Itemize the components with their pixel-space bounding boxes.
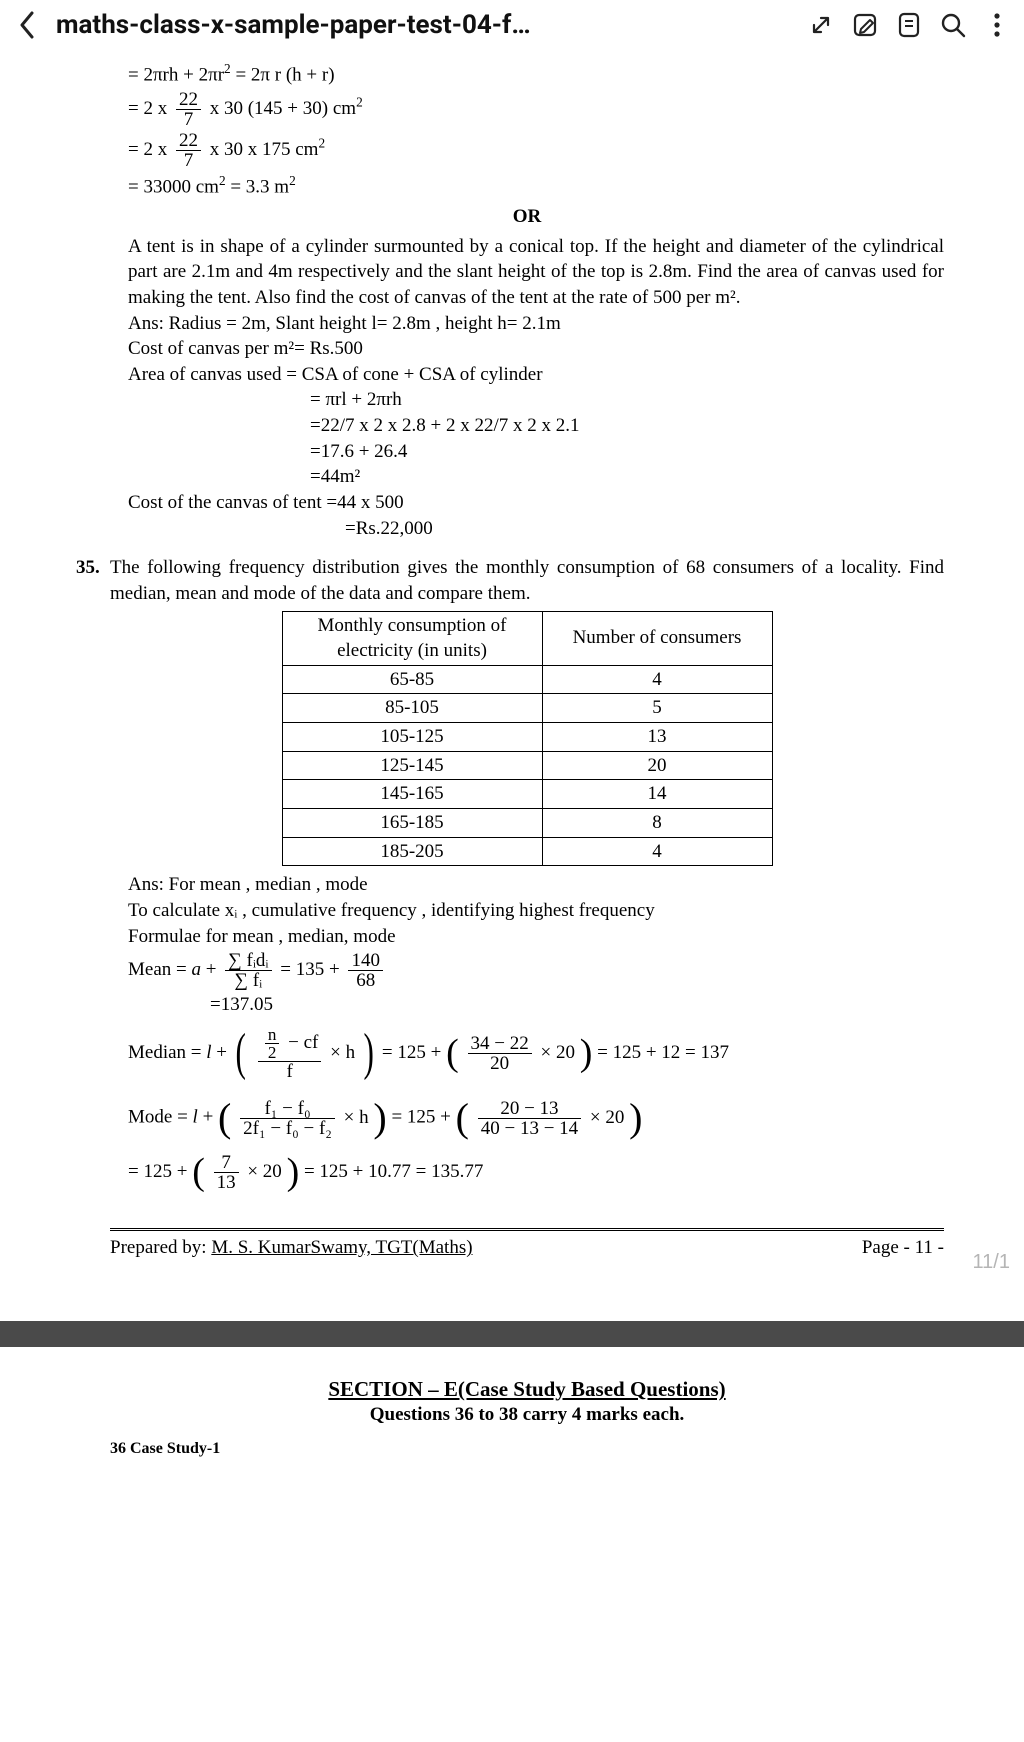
page-separator — [0, 1321, 1024, 1347]
page-indicator: 11/1 — [973, 1251, 1010, 1274]
case-study-heading: 36 Case Study-1 — [110, 1440, 944, 1458]
ans-line-c: Formulae for mean , median, mode — [110, 924, 944, 950]
question-number: 35. — [76, 555, 100, 581]
ans-line-a: Ans: For mean , median , mode — [110, 872, 944, 898]
edit-icon[interactable] — [850, 10, 880, 40]
table-row: 105-12513 — [282, 723, 772, 752]
expand-icon[interactable] — [806, 10, 836, 40]
mode-line2: = 125 + ( 713 × 20 ) = 125 + 10.77 = 135… — [110, 1147, 944, 1198]
cost-1: Cost of the canvas of tent =44 x 500 — [110, 490, 944, 516]
document-page: = 2πrh + 2πr2 = 2π r (h + r) = 2 x 227 x… — [0, 50, 1024, 1281]
page-footer: Prepared by: M. S. KumarSwamy, TGT(Maths… — [110, 1231, 944, 1261]
alt-answer-1: Ans: Radius = 2m, Slant height l= 2.8m ,… — [110, 311, 944, 337]
back-icon[interactable] — [12, 10, 42, 40]
table-row: 65-854 — [282, 665, 772, 694]
median-formula: Median = l + ( n2 − cf f × h ) = 125 + (… — [110, 1026, 944, 1081]
more-icon[interactable] — [982, 10, 1012, 40]
table-row: 85-1055 — [282, 694, 772, 723]
frequency-table: Monthly consumption of electricity (in u… — [282, 611, 773, 867]
section-heading: SECTION – E(Case Study Based Questions) — [110, 1377, 944, 1402]
mean-formula: Mean = a + ∑ fᵢdᵢ∑ fᵢ = 135 + 14068 — [110, 951, 944, 990]
solution-block: = 2πrh + 2πr2 = 2π r (h + r) = 2 x 227 x… — [110, 60, 944, 200]
table-row: 165-1858 — [282, 809, 772, 838]
question-35: 35. The following frequency distribution… — [110, 555, 944, 606]
ans-line-b: To calculate xᵢ , cumulative frequency ,… — [110, 898, 944, 924]
table-row: 145-16514 — [282, 780, 772, 809]
table-header-1: Monthly consumption of electricity (in u… — [282, 611, 542, 665]
document-title: maths-class-x-sample-paper-test-04-f… — [56, 10, 792, 40]
table-header-2: Number of consumers — [542, 611, 772, 665]
next-page-preview: SECTION – E(Case Study Based Questions) … — [0, 1347, 1024, 1478]
cost-2: =Rs.22,000 — [110, 516, 944, 542]
app-header: maths-class-x-sample-paper-test-04-f… — [0, 0, 1024, 50]
alt-answer-3: Area of canvas used = CSA of cone + CSA … — [110, 362, 944, 388]
or-separator: OR — [110, 204, 944, 230]
calc-1: = πrl + 2πrh — [110, 387, 944, 413]
mode-formula: Mode = l + ( f₁ − f₀2f₁ − f₀ − f₂ × h ) … — [110, 1091, 944, 1145]
calc-2: =22/7 x 2 x 2.8 + 2 x 22/7 x 2 x 2.1 — [110, 413, 944, 439]
mean-result: =137.05 — [110, 992, 944, 1018]
alt-problem: A tent is in shape of a cylinder surmoun… — [110, 234, 944, 311]
calc-4: =44m² — [110, 464, 944, 490]
table-row: 125-14520 — [282, 751, 772, 780]
table-row: 185-2054 — [282, 837, 772, 866]
section-sub: Questions 36 to 38 carry 4 marks each. — [110, 1404, 944, 1426]
calc-3: =17.6 + 26.4 — [110, 439, 944, 465]
alt-answer-2: Cost of canvas per m²= Rs.500 — [110, 336, 944, 362]
search-icon[interactable] — [938, 10, 968, 40]
page-list-icon[interactable] — [894, 10, 924, 40]
